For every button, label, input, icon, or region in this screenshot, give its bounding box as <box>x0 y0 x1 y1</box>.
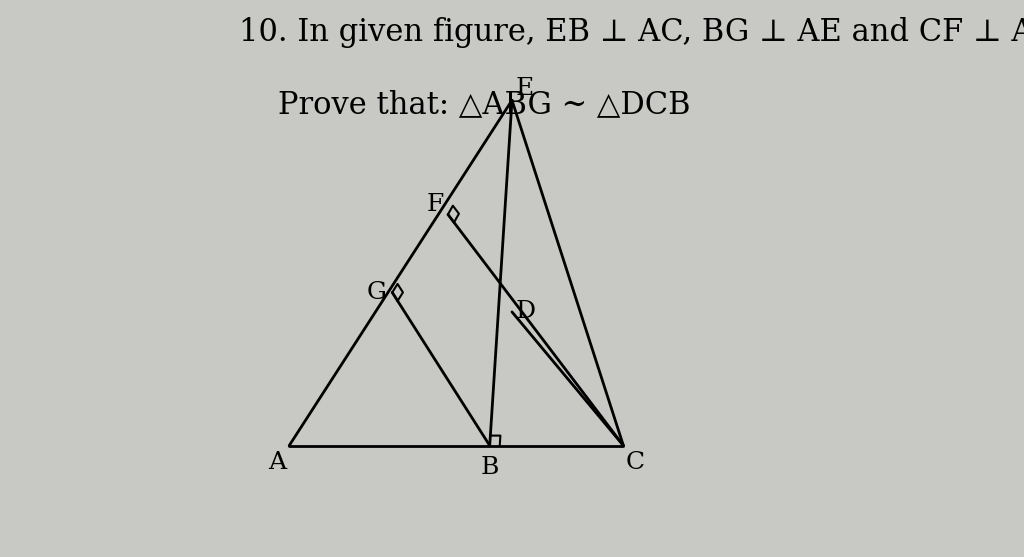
Text: F: F <box>427 193 444 216</box>
Text: E: E <box>515 76 534 100</box>
Text: B: B <box>480 456 499 480</box>
Text: G: G <box>367 281 387 304</box>
Text: Prove that: △ABG ~ △DCB: Prove that: △ABG ~ △DCB <box>239 89 690 120</box>
Text: C: C <box>626 451 645 474</box>
Text: A: A <box>268 451 286 474</box>
Text: 10. In given figure, EB ⊥ AC, BG ⊥ AE and CF ⊥ AE: 10. In given figure, EB ⊥ AC, BG ⊥ AE an… <box>239 17 1024 48</box>
Text: D: D <box>516 300 536 324</box>
